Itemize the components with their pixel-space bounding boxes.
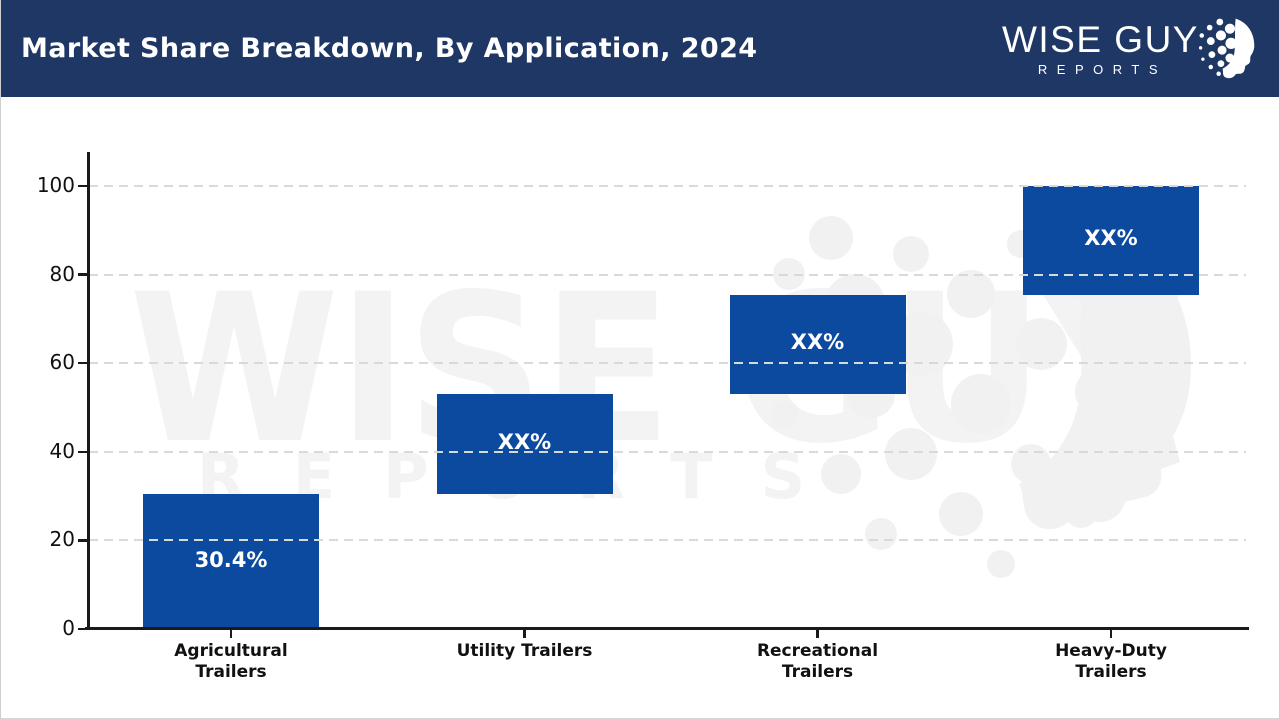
y-tick-label-0: 0 xyxy=(62,616,75,640)
y-tick-80 xyxy=(78,273,89,276)
y-tick-label-100: 100 xyxy=(36,173,75,197)
bar-agricultural-trailers xyxy=(143,494,319,629)
y-tick-label-80: 80 xyxy=(49,261,75,286)
bar-value-label-agricultural-trailers: 30.4% xyxy=(194,547,268,572)
bar-utility-trailers xyxy=(436,394,613,495)
x-tick-heavy-duty-trailers xyxy=(1109,630,1113,638)
y-tick-100 xyxy=(78,184,89,188)
x-tick-recreational-trailers xyxy=(816,630,819,638)
wiseguy-logo: WISE GUY REPORTS xyxy=(1002,13,1257,85)
x-axis-line xyxy=(85,627,1249,631)
bar-value-label-utility-trailers: XX% xyxy=(497,430,552,455)
y-tick-0 xyxy=(78,627,89,631)
bar-value-label-recreational-trailers: XX% xyxy=(790,330,845,355)
x-label-heavy-duty-trailers: Heavy-Duty Trailers xyxy=(1055,641,1167,682)
y-tick-label-40: 40 xyxy=(49,438,75,463)
x-tick-utility-trailers xyxy=(523,630,526,638)
gridline-40 xyxy=(89,450,1246,453)
chart-title: Market Share Breakdown, By Application, … xyxy=(21,33,758,64)
x-label-agricultural-trailers: Agricultural Trailers xyxy=(174,641,288,682)
gridline-80 xyxy=(89,273,1246,276)
logo-wordmark: WISE GUY xyxy=(1001,19,1199,60)
logo-subtitle: REPORTS xyxy=(1037,62,1168,77)
y-tick-label-60: 60 xyxy=(49,350,75,375)
y-tick-20 xyxy=(78,539,89,542)
x-label-utility-trailers: Utility Trailers xyxy=(456,641,593,661)
y-tick-60 xyxy=(78,361,89,365)
header-bar: Market Share Breakdown, By Application, … xyxy=(1,0,1279,97)
y-tick-40 xyxy=(78,450,89,454)
logo-head-dots-icon xyxy=(1198,18,1255,78)
gridline-20 xyxy=(89,539,1246,542)
bar-value-label-heavy-duty-trailers: XX% xyxy=(1084,226,1138,251)
gridline-60 xyxy=(89,362,1246,365)
y-axis-line xyxy=(87,152,90,630)
x-tick-agricultural-trailers xyxy=(229,630,233,638)
x-label-recreational-trailers: Recreational Trailers xyxy=(756,641,879,682)
watermark-wordmark: WISE GUY xyxy=(129,251,1180,489)
gridline-100 xyxy=(89,185,1246,187)
y-tick-label-20: 20 xyxy=(49,527,75,552)
logo-text: WISE GUY REPORTS xyxy=(1002,21,1199,76)
